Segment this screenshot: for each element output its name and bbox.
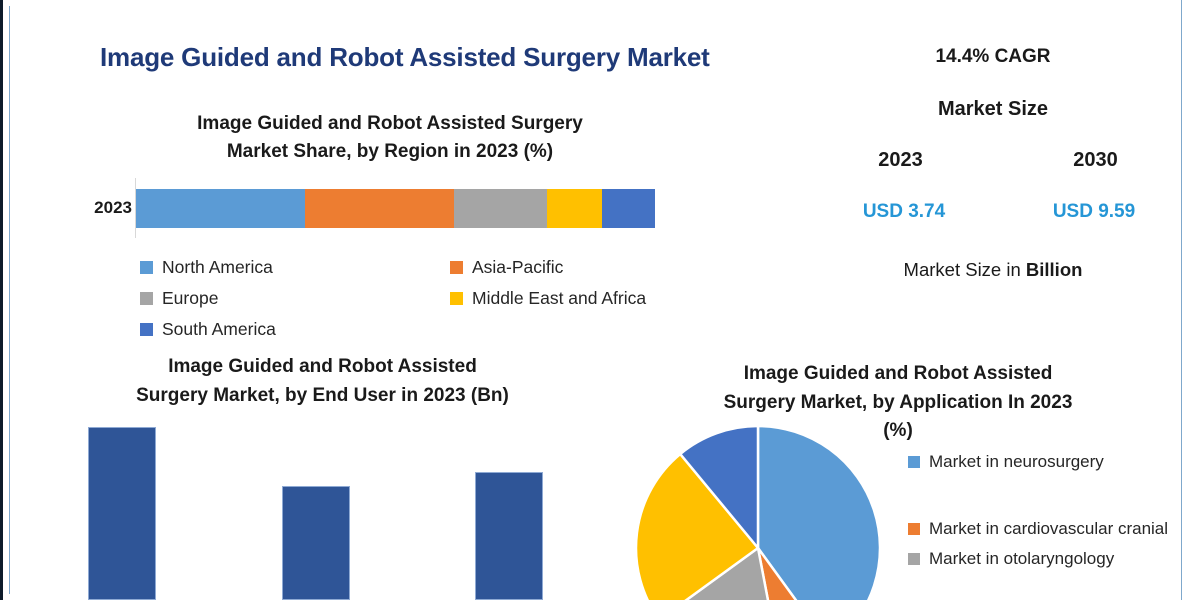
legend-item-south-america[interactable]: South America bbox=[140, 319, 450, 340]
legend-item-north-america[interactable]: North America bbox=[140, 257, 450, 278]
application-chart-title-line2: Surgery Market, by Application In 2023 bbox=[723, 391, 1073, 413]
legend-swatch-market-in-otolaryngology bbox=[908, 553, 920, 566]
application-chart-title-line1: Image Guided and Robot Assisted bbox=[743, 363, 1053, 384]
cagr-value: 14.4% CAGR bbox=[935, 46, 1051, 67]
region-bar-segment-south-america bbox=[602, 189, 655, 228]
enduser-bar-2 bbox=[282, 486, 350, 600]
legend-label-south-america: South America bbox=[162, 319, 276, 339]
market-size-unit-prefix: Market Size in bbox=[903, 259, 1026, 280]
region-chart-legend: North America Asia-Pacific Europe Middle… bbox=[140, 252, 720, 345]
application-chart-legend: Market in neurosurgery Market in cardiov… bbox=[908, 450, 1200, 576]
legend-label-middle-east-and-africa: Middle East and Africa bbox=[472, 288, 647, 308]
market-size-forecast-value: USD 9.59 bbox=[1052, 201, 1136, 222]
legend-swatch-market-in-neurosurgery bbox=[908, 456, 920, 468]
legend-row: North America Asia-Pacific bbox=[140, 252, 720, 283]
legend-label-market-in-cardiovascular-cranial: Market in cardiovascular cranial bbox=[929, 518, 1169, 538]
pie-slice-4 bbox=[634, 452, 760, 600]
pie-slice-1 bbox=[756, 424, 882, 600]
legend-item-asia-pacific[interactable]: Asia-Pacific bbox=[450, 257, 563, 278]
region-bar-segment-asia-pacific bbox=[304, 189, 455, 228]
market-size-forecast-year: 2030 bbox=[1073, 149, 1118, 171]
legend-item-market-in-otolaryngology[interactable]: Market in otolaryngology bbox=[908, 547, 1200, 572]
region-bar-segment-north-america bbox=[136, 189, 305, 228]
enduser-bar-chart-plot bbox=[0, 415, 620, 600]
legend-swatch-north-america bbox=[140, 261, 153, 274]
enduser-chart-title-line1: Image Guided and Robot Assisted bbox=[168, 356, 477, 377]
enduser-chart-title-line2: Surgery Market, by End User in 2023 (Bn) bbox=[136, 384, 509, 406]
legend-swatch-asia-pacific bbox=[450, 261, 463, 274]
enduser-chart-title: Image Guided and Robot Assisted Surgery … bbox=[45, 353, 600, 410]
page-title: Image Guided and Robot Assisted Surgery … bbox=[100, 42, 710, 72]
legend-swatch-market-in-cardiovascular-cranial bbox=[908, 522, 920, 535]
region-chart-axis bbox=[135, 178, 136, 238]
pie-slice-2 bbox=[756, 547, 798, 600]
legend-label-europe: Europe bbox=[162, 288, 219, 308]
enduser-bar-1 bbox=[88, 427, 156, 600]
legend-swatch-middle-east-and-africa bbox=[450, 292, 463, 305]
legend-row: Europe Middle East and Africa bbox=[140, 283, 720, 314]
legend-item-market-in-neurosurgery[interactable]: Market in neurosurgery bbox=[908, 450, 1200, 475]
legend-label-north-america: North America bbox=[162, 257, 273, 277]
left-border-blue bbox=[9, 6, 10, 594]
region-chart-title: Image Guided and Robot Assisted Surgery … bbox=[110, 110, 670, 165]
region-bar-segment-europe bbox=[454, 189, 548, 228]
market-size-label: Market Size bbox=[937, 98, 1049, 120]
region-chart-title-line2: Market Share, by Region in 2023 (%) bbox=[226, 140, 554, 162]
application-chart-title: Image Guided and Robot Assisted Surgery … bbox=[648, 360, 1148, 446]
region-chart-category-label: 2023 bbox=[94, 198, 132, 217]
left-border-dark bbox=[0, 0, 3, 600]
legend-label-market-in-neurosurgery: Market in neurosurgery bbox=[929, 452, 1104, 471]
legend-label-asia-pacific: Asia-Pacific bbox=[472, 257, 564, 277]
pie-slice-5 bbox=[678, 424, 760, 552]
market-size-unit-note: Market Size in Billion bbox=[843, 259, 1143, 281]
enduser-bar-3 bbox=[475, 472, 543, 600]
market-size-base-value: USD 3.74 bbox=[862, 201, 946, 222]
legend-item-middle-east-and-africa[interactable]: Middle East and Africa bbox=[450, 288, 646, 309]
legend-label-market-in-otolaryngology: Market in otolaryngology bbox=[929, 549, 1115, 569]
region-bar-segment-middle-east-and-africa bbox=[547, 189, 603, 228]
application-pie-chart bbox=[634, 424, 886, 600]
market-size-unit-bold: Billion bbox=[1025, 259, 1083, 280]
application-chart-title-line3: (%) bbox=[883, 420, 913, 441]
pie-slice-3 bbox=[684, 545, 770, 600]
market-size-base-year: 2023 bbox=[878, 149, 923, 171]
legend-swatch-europe bbox=[140, 292, 153, 305]
region-chart-title-line1: Image Guided and Robot Assisted Surgery bbox=[197, 113, 583, 134]
legend-item-europe[interactable]: Europe bbox=[140, 288, 450, 309]
legend-item-market-in-cardiovascular-cranial[interactable]: Market in cardiovascular cranial bbox=[908, 517, 1200, 542]
legend-swatch-south-america bbox=[140, 323, 153, 336]
region-stacked-bar bbox=[136, 189, 655, 228]
pie-svg bbox=[634, 424, 882, 600]
right-border-blue bbox=[1181, 0, 1182, 600]
legend-row: South America bbox=[140, 314, 720, 345]
